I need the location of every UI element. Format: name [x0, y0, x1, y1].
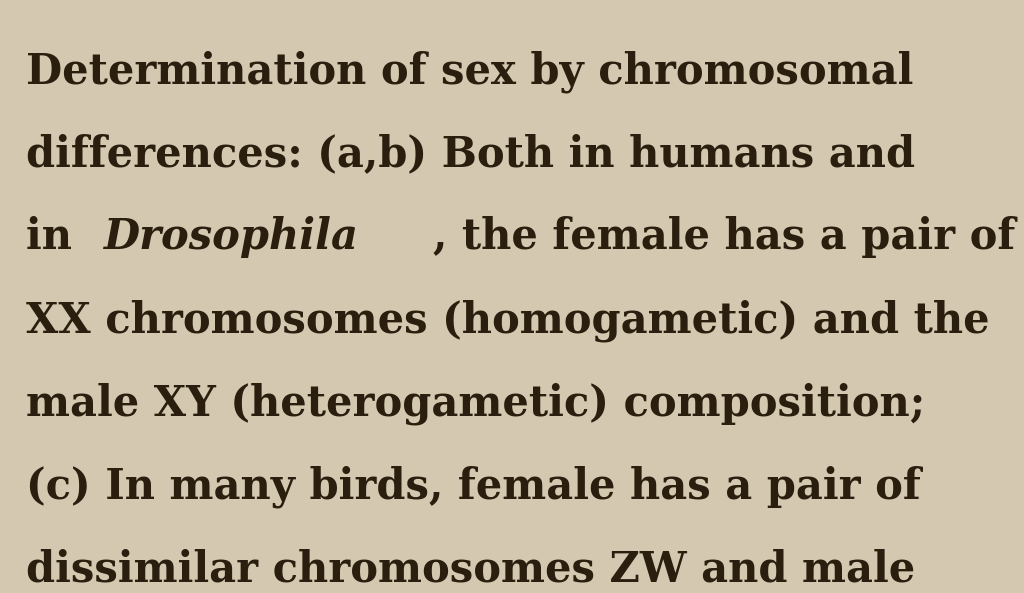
Text: in: in: [26, 216, 86, 259]
Text: dissimilar chromosomes ZW and male: dissimilar chromosomes ZW and male: [26, 549, 914, 591]
Text: Drosophila: Drosophila: [103, 216, 358, 259]
Text: XX chromosomes (homogametic) and the: XX chromosomes (homogametic) and the: [26, 299, 989, 342]
Text: male XY (heterogametic) composition;: male XY (heterogametic) composition;: [26, 382, 925, 425]
Text: (c) In many birds, female has a pair of: (c) In many birds, female has a pair of: [26, 466, 921, 508]
Text: differences: (a,b) Both in humans and: differences: (a,b) Both in humans and: [26, 133, 914, 176]
Text: Determination of sex by chromosomal: Determination of sex by chromosomal: [26, 50, 913, 93]
Text: , the female has a pair of: , the female has a pair of: [433, 216, 1015, 259]
